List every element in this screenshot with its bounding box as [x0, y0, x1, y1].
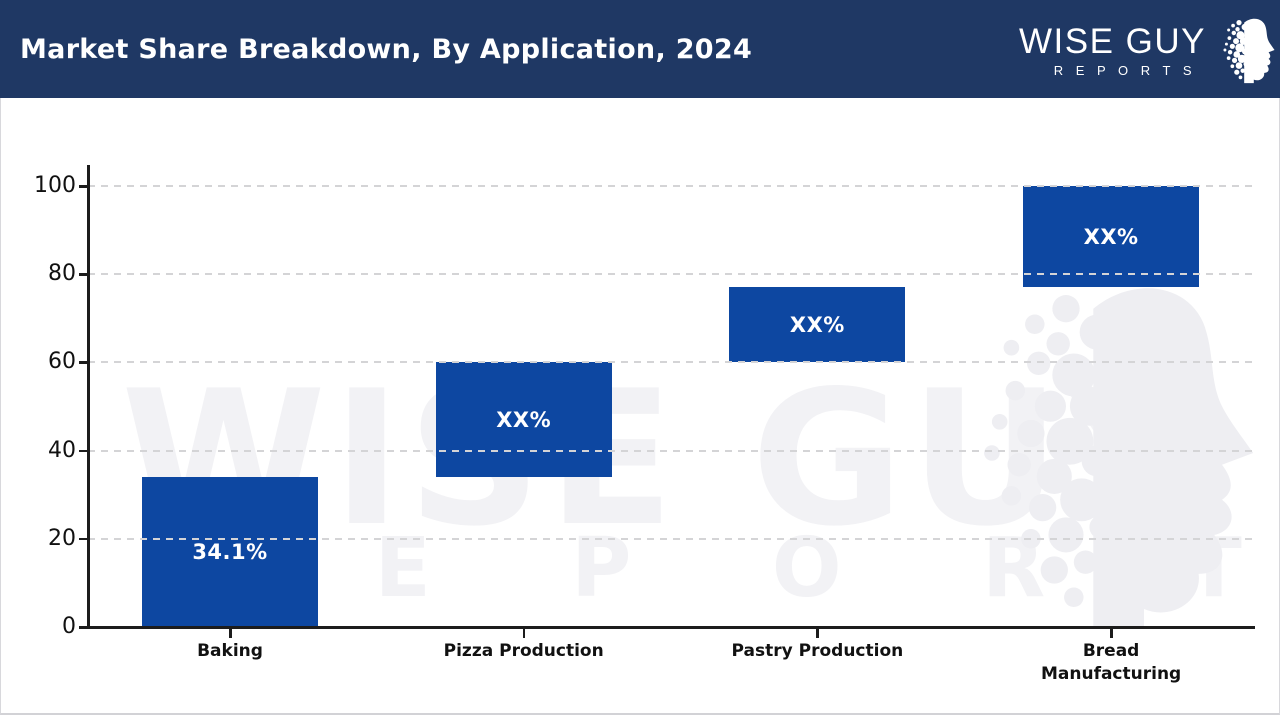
brand-head-icon	[1202, 8, 1276, 92]
chart-panel: WISE GUY R E P O R T S	[0, 98, 1280, 715]
watermark-head-icon	[871, 218, 1261, 688]
header-bar: Market Share Breakdown, By Application, …	[0, 0, 1280, 98]
brand-name: WISE GUY	[1018, 22, 1206, 61]
chart-title: Market Share Breakdown, By Application, …	[20, 33, 753, 65]
brand-subtitle: R E P O R T S	[1053, 63, 1196, 78]
brand-logo: WISE GUY R E P O R T S	[1019, 6, 1276, 92]
